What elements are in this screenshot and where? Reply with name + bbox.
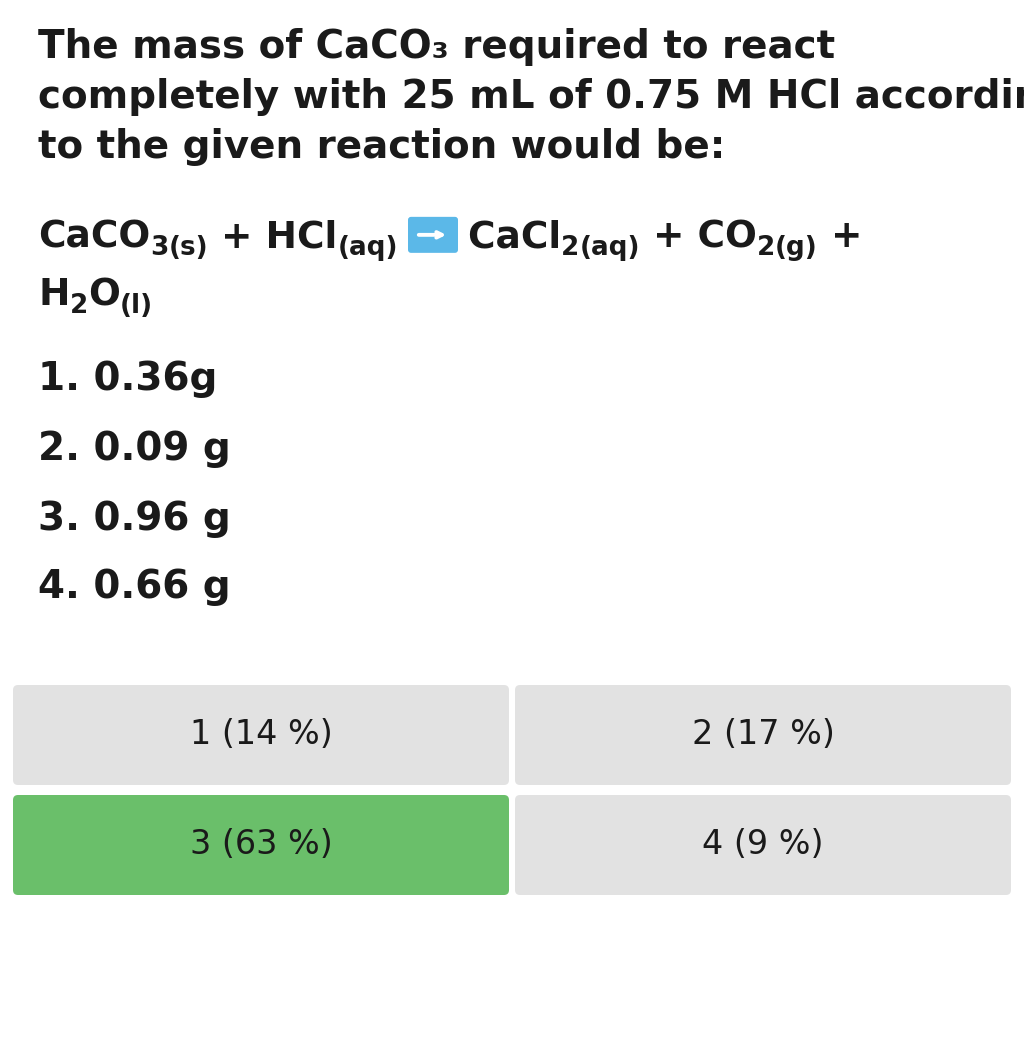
- Text: 4. 0.66 g: 4. 0.66 g: [38, 568, 230, 606]
- Text: 2 (17 %): 2 (17 %): [691, 719, 835, 752]
- Text: (l): (l): [120, 293, 153, 319]
- FancyBboxPatch shape: [515, 795, 1011, 895]
- Text: (g): (g): [775, 235, 818, 261]
- Text: H: H: [38, 277, 70, 313]
- Text: 4 (9 %): 4 (9 %): [702, 829, 823, 861]
- Text: 1. 0.36g: 1. 0.36g: [38, 360, 217, 398]
- Text: completely with 25 mL of 0.75 M HCl according: completely with 25 mL of 0.75 M HCl acco…: [38, 78, 1024, 116]
- FancyBboxPatch shape: [408, 217, 458, 253]
- Text: + CO: + CO: [640, 219, 757, 255]
- Text: 2: 2: [561, 235, 580, 261]
- Text: 1 (14 %): 1 (14 %): [189, 719, 333, 752]
- Text: (s): (s): [169, 235, 208, 261]
- Text: The mass of CaCO₃ required to react: The mass of CaCO₃ required to react: [38, 28, 836, 66]
- Text: + HCl: + HCl: [208, 219, 338, 255]
- Text: 3. 0.96 g: 3. 0.96 g: [38, 500, 230, 538]
- Text: to the given reaction would be:: to the given reaction would be:: [38, 128, 725, 166]
- Text: CaCl: CaCl: [455, 219, 561, 255]
- Text: 2. 0.09 g: 2. 0.09 g: [38, 430, 230, 468]
- Text: (aq): (aq): [580, 235, 640, 261]
- FancyBboxPatch shape: [515, 685, 1011, 785]
- Text: (aq): (aq): [338, 235, 398, 261]
- Text: 2: 2: [70, 293, 88, 319]
- Text: O: O: [88, 277, 120, 313]
- Text: CaCO: CaCO: [38, 219, 151, 255]
- Text: 2: 2: [757, 235, 775, 261]
- Text: +: +: [818, 219, 862, 255]
- Text: 3 (63 %): 3 (63 %): [189, 829, 333, 861]
- FancyBboxPatch shape: [13, 685, 509, 785]
- FancyBboxPatch shape: [13, 795, 509, 895]
- Text: 3: 3: [151, 235, 169, 261]
